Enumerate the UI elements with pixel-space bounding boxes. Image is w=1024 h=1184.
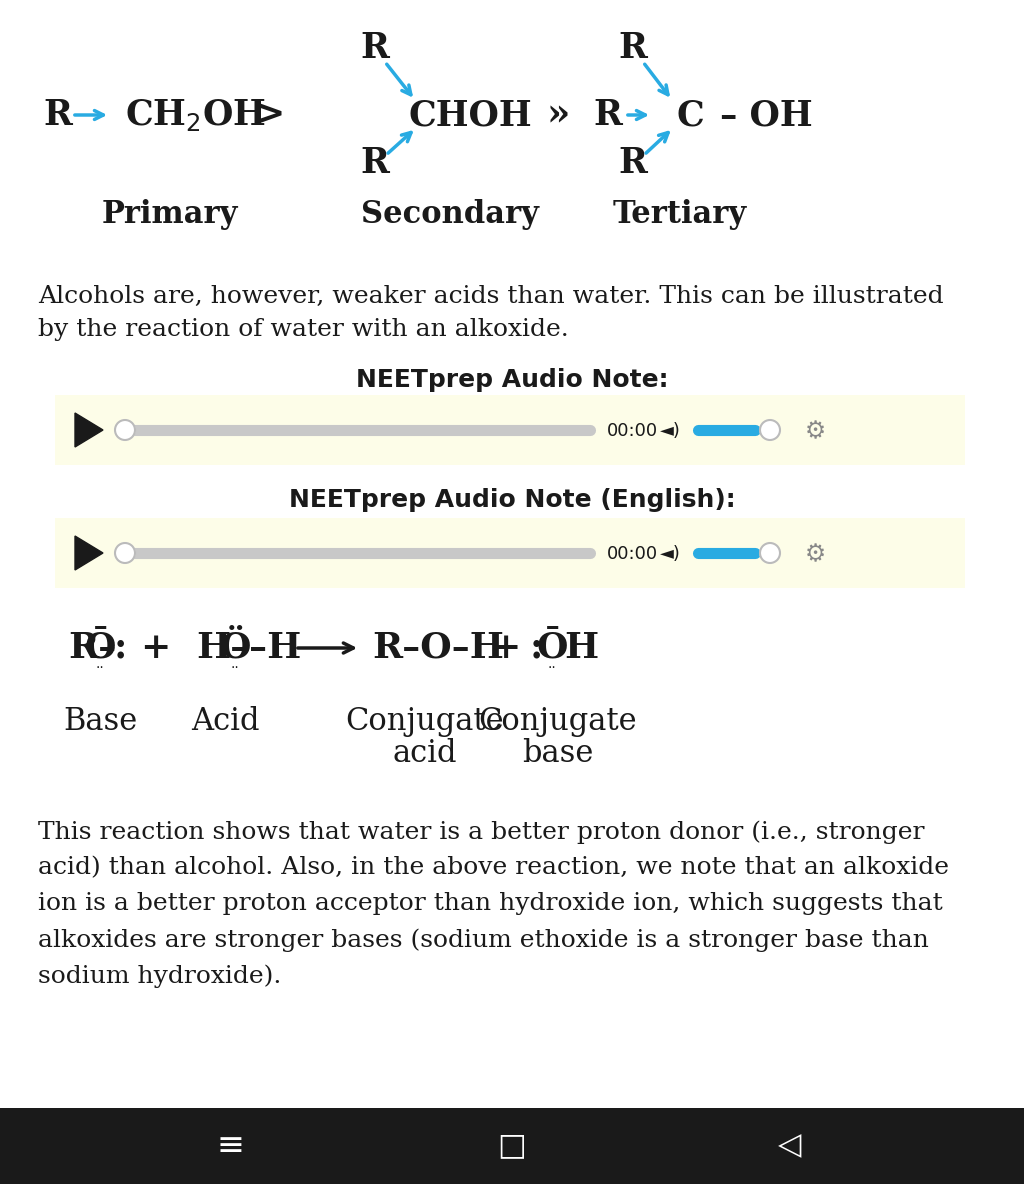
Text: NEETprep Audio Note (English):: NEETprep Audio Note (English):	[289, 488, 735, 511]
Text: acid) than alcohol. Also, in the above reaction, we note that an alkoxide: acid) than alcohol. Also, in the above r…	[38, 856, 949, 879]
Bar	[55, 519, 965, 588]
Bar	[0, 1108, 1024, 1184]
Text: acid: acid	[393, 738, 458, 768]
Text: Tertiary: Tertiary	[613, 199, 748, 231]
Text: □: □	[498, 1132, 526, 1160]
Text: – OH: – OH	[720, 98, 813, 131]
Text: ··: ··	[230, 661, 240, 675]
Text: by the reaction of water with an alkoxide.: by the reaction of water with an alkoxid…	[38, 318, 568, 341]
Text: ⚙: ⚙	[805, 542, 826, 566]
Polygon shape	[75, 413, 103, 448]
Text: base: base	[522, 738, 594, 768]
Circle shape	[115, 543, 135, 564]
Text: R: R	[360, 31, 389, 65]
Text: Primary: Primary	[101, 199, 239, 231]
Text: CHOH: CHOH	[409, 98, 531, 131]
Text: +: +	[489, 631, 520, 665]
Text: Conjugate: Conjugate	[478, 706, 637, 736]
Text: Alcohols are, however, weaker acids than water. This can be illustrated: Alcohols are, however, weaker acids than…	[38, 285, 944, 308]
Text: R: R	[618, 146, 647, 180]
Text: CH$_2$OH: CH$_2$OH	[125, 97, 265, 133]
Text: :: :	[530, 631, 544, 665]
Text: Acid: Acid	[190, 706, 259, 736]
Circle shape	[760, 543, 780, 564]
Text: sodium hydroxide).: sodium hydroxide).	[38, 964, 282, 987]
Text: Base: Base	[62, 706, 137, 736]
Text: R–O–H: R–O–H	[372, 631, 504, 665]
Text: H–: H–	[196, 631, 248, 665]
Text: ◁: ◁	[778, 1132, 802, 1160]
Text: ⚙: ⚙	[805, 419, 826, 443]
Circle shape	[115, 420, 135, 440]
Text: R: R	[594, 98, 623, 131]
Text: This reaction shows that water is a better proton donor (i.e., stronger: This reaction shows that water is a bett…	[38, 821, 925, 843]
Text: 00:00: 00:00	[607, 545, 658, 564]
Text: ··: ··	[548, 661, 556, 675]
Text: R–: R–	[68, 631, 117, 665]
Polygon shape	[75, 536, 103, 570]
Circle shape	[760, 420, 780, 440]
Text: R: R	[618, 31, 647, 65]
Text: Conjugate: Conjugate	[346, 706, 504, 736]
Text: ◄): ◄)	[660, 422, 681, 440]
Text: Ö: Ö	[219, 631, 251, 665]
Text: ··: ··	[95, 661, 104, 675]
Text: 00:00: 00:00	[607, 422, 658, 440]
Text: :: :	[114, 631, 127, 665]
Text: Secondary: Secondary	[361, 199, 539, 231]
Text: Ō: Ō	[537, 631, 567, 665]
Text: R: R	[44, 98, 73, 131]
Text: –H: –H	[249, 631, 301, 665]
Text: H: H	[564, 631, 598, 665]
Text: ◄): ◄)	[660, 545, 681, 564]
Text: C: C	[676, 98, 703, 131]
Text: »: »	[547, 97, 569, 134]
Text: ion is a better proton acceptor than hydroxide ion, which suggests that: ion is a better proton acceptor than hyd…	[38, 892, 943, 915]
Bar	[55, 395, 965, 465]
Text: >: >	[254, 97, 286, 134]
Text: NEETprep Audio Note:: NEETprep Audio Note:	[355, 368, 669, 392]
Text: +: +	[140, 631, 170, 665]
Text: alkoxides are stronger bases (sodium ethoxide is a stronger base than: alkoxides are stronger bases (sodium eth…	[38, 928, 929, 952]
Text: ≡: ≡	[216, 1130, 244, 1163]
Text: Ō: Ō	[84, 631, 116, 665]
Text: R: R	[360, 146, 389, 180]
